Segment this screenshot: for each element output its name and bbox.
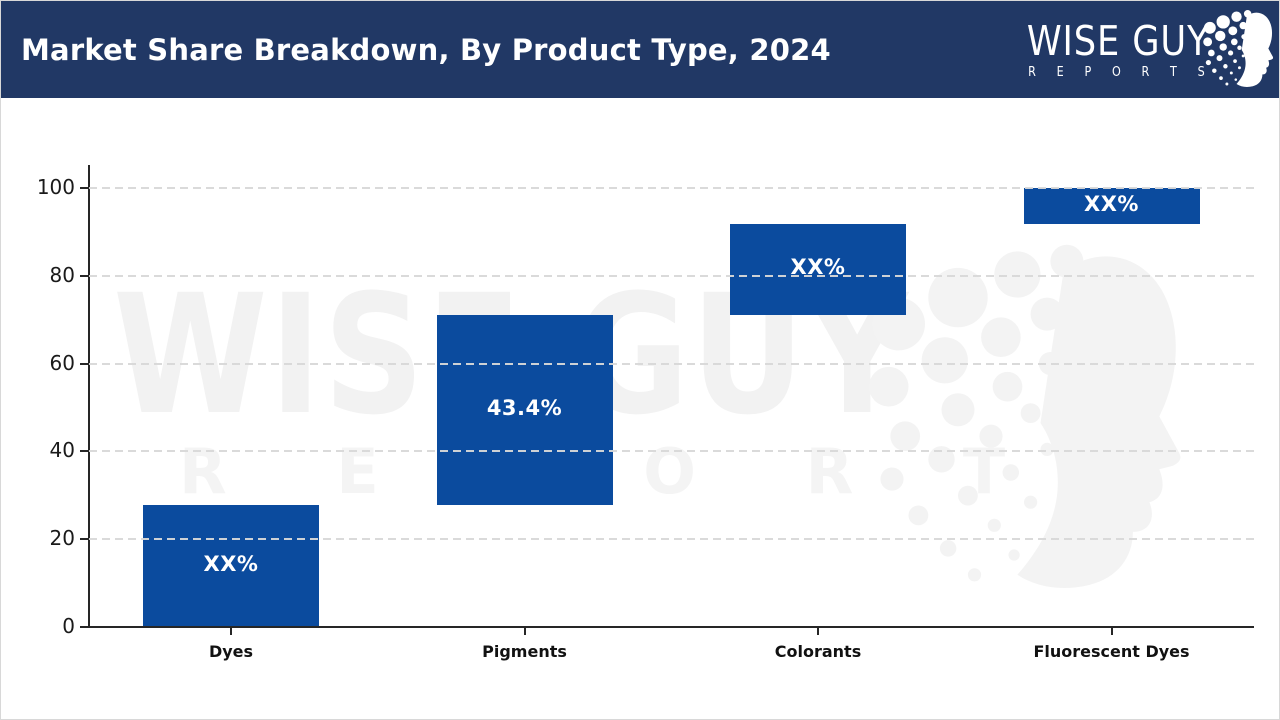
gridline-20 bbox=[89, 538, 1254, 541]
x-tick-mark-2 bbox=[817, 628, 819, 635]
y-tick-label-80: 80 bbox=[49, 262, 75, 287]
y-tick-mark-100 bbox=[80, 187, 89, 189]
y-tick-label-60: 60 bbox=[49, 350, 75, 375]
y-tick-mark-60 bbox=[80, 362, 89, 365]
y-tick-label-40: 40 bbox=[49, 438, 75, 463]
gridline-60 bbox=[89, 362, 1254, 365]
bar-value-label: XX% bbox=[790, 255, 846, 280]
page-title: Market Share Breakdown, By Product Type,… bbox=[21, 32, 831, 67]
x-category-label: Fluorescent Dyes bbox=[1033, 642, 1190, 661]
y-tick-mark-80 bbox=[80, 274, 89, 277]
logo-sub: R E P O R T S bbox=[1027, 64, 1213, 80]
bar-value-label: 43.4% bbox=[486, 396, 563, 421]
bar-pigments bbox=[436, 314, 613, 506]
x-category-label: Colorants bbox=[774, 642, 862, 661]
x-tick-mark-3 bbox=[1110, 628, 1113, 635]
y-tick-mark-40 bbox=[80, 450, 89, 453]
y-axis-line bbox=[88, 165, 90, 628]
x-axis-line bbox=[87, 626, 1254, 628]
bar-value-label: XX% bbox=[203, 552, 259, 577]
bar-dyes bbox=[143, 505, 319, 627]
bar-value-label: XX% bbox=[1084, 191, 1139, 216]
gridline-40 bbox=[89, 450, 1254, 453]
logo-name: WISE GUY bbox=[1026, 16, 1210, 65]
bar-fluorescent-dyes bbox=[1023, 188, 1200, 224]
y-tick-label-100: 100 bbox=[36, 175, 75, 199]
x-category-label: Pigments bbox=[482, 642, 567, 661]
y-tick-label-20: 20 bbox=[49, 526, 75, 551]
x-tick-mark-1 bbox=[523, 628, 526, 635]
x-category-label: Dyes bbox=[208, 642, 254, 661]
y-tick-mark-0 bbox=[80, 626, 89, 628]
bar-colorants bbox=[730, 223, 906, 315]
header-bar: Market Share Breakdown, By Product Type,… bbox=[1, 1, 1279, 98]
y-tick-label-0: 0 bbox=[62, 614, 75, 638]
logo-text: WISE GUY R E P O R T S bbox=[1023, 16, 1213, 80]
gridline-100 bbox=[89, 187, 1254, 189]
y-tick-mark-20 bbox=[80, 538, 89, 541]
x-tick-mark-0 bbox=[230, 628, 232, 635]
gridline-80 bbox=[89, 274, 1254, 277]
wise-guy-logo: WISE GUY R E P O R T S bbox=[992, 8, 1279, 92]
